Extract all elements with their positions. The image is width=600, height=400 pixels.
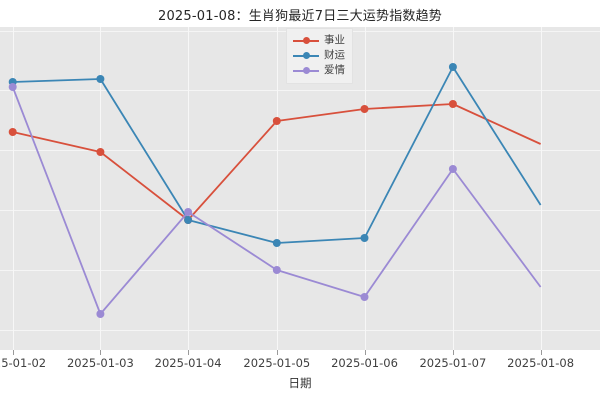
x-axis-tick-label: 2025-01-02: [0, 356, 47, 370]
legend-label-wealth: 财运: [324, 49, 345, 62]
chart-legend: 事业 财运 爱情: [286, 28, 353, 84]
data-point-career[interactable]: [272, 117, 281, 125]
data-point-love[interactable]: [360, 293, 369, 301]
x-axis-tick: [100, 350, 102, 355]
x-axis-tick: [188, 350, 190, 355]
legend-item-wealth[interactable]: 财运: [293, 48, 345, 63]
data-point-wealth[interactable]: [272, 239, 281, 247]
series-line-wealth: [12, 66, 542, 244]
x-axis-tick-label: 2025-01-06: [331, 356, 398, 370]
x-axis-title: 日期: [288, 376, 312, 390]
data-point-career[interactable]: [448, 100, 457, 108]
x-axis-tick-label: 2025-01-08: [507, 356, 575, 370]
data-point-wealth[interactable]: [96, 75, 105, 83]
gridline-vertical: [540, 27, 542, 350]
data-point-career[interactable]: [8, 128, 17, 136]
gridline-horizontal: [0, 150, 600, 151]
data-point-love[interactable]: [96, 310, 105, 318]
x-axis-tick: [276, 350, 278, 355]
x-axis-tick-label: 2025-01-04: [154, 356, 222, 370]
data-point-wealth[interactable]: [184, 216, 193, 224]
gridline-horizontal: [0, 270, 600, 271]
data-point-wealth[interactable]: [448, 63, 457, 71]
gridline-vertical: [188, 27, 190, 350]
gridline-vertical: [364, 27, 366, 350]
legend-item-love[interactable]: 爱情: [293, 63, 345, 78]
x-axis-tick-label: 2025-01-05: [243, 356, 311, 370]
data-point-love[interactable]: [448, 165, 457, 173]
data-point-love[interactable]: [184, 208, 193, 216]
data-point-love[interactable]: [8, 83, 17, 91]
legend-item-career[interactable]: 事业: [293, 33, 345, 48]
gridline-horizontal: [0, 330, 600, 331]
x-axis-tick: [12, 350, 14, 355]
x-axis-tick: [452, 350, 454, 355]
chart-title: 2025-01-08：生肖狗最近7日三大运势指数趋势: [157, 9, 443, 24]
legend-line-icon-love: [293, 65, 319, 77]
gridline-vertical: [12, 27, 14, 350]
legend-label-career: 事业: [324, 34, 345, 47]
legend-label-love: 爱情: [324, 64, 345, 77]
data-point-love[interactable]: [272, 266, 281, 274]
series-lines: [8, 63, 542, 318]
gridline-vertical: [276, 27, 278, 350]
x-axis-tick: [540, 350, 542, 355]
gridline-vertical: [100, 27, 102, 350]
data-point-career[interactable]: [360, 105, 369, 113]
x-axis-tick: [364, 350, 366, 355]
data-point-career[interactable]: [96, 148, 105, 156]
x-axis-tick-label: 2025-01-07: [419, 356, 487, 370]
gridline-horizontal: [0, 90, 600, 91]
legend-line-icon-wealth: [293, 50, 319, 62]
x-axis-tick-labels: 2025-01-02 2025-01-03 2025-01-04 2025-01-05…: [0, 356, 600, 374]
gridline-horizontal: [0, 210, 600, 211]
legend-line-icon-career: [293, 35, 319, 47]
gridline-vertical: [452, 27, 454, 350]
data-point-wealth[interactable]: [360, 234, 369, 242]
x-axis-ticks: [0, 350, 600, 356]
x-axis-tick-label: 2025-01-03: [66, 356, 134, 370]
